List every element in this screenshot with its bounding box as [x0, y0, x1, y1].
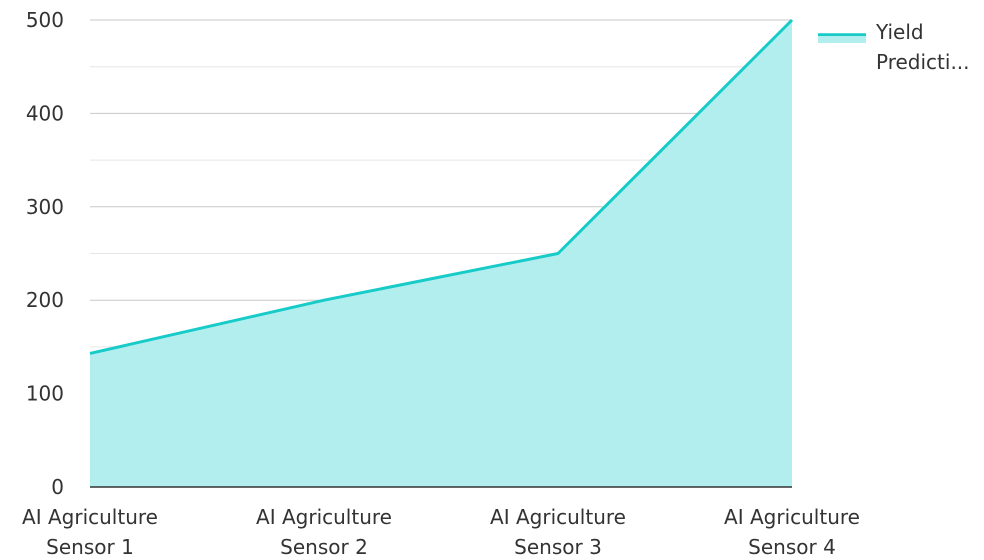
x-category-label: AI Agriculture — [724, 505, 860, 529]
series-line-yield-prediction[interactable] — [89, 18, 794, 355]
data-point[interactable] — [555, 251, 561, 257]
y-tick-label: 0 — [51, 475, 64, 499]
legend[interactable]: Yield Predicti... — [818, 20, 970, 74]
x-category-label: AI Agriculture — [22, 505, 158, 529]
legend-swatch-fill — [818, 36, 866, 43]
x-category-label: Sensor 2 — [280, 535, 368, 559]
series-area-layer — [90, 20, 792, 487]
y-tick-label: 200 — [26, 288, 64, 312]
y-tick-label: 500 — [26, 8, 64, 32]
data-point[interactable] — [321, 297, 327, 303]
y-axis-tick-labels: 0 100 200 300 400 500 — [26, 8, 64, 499]
y-tick-label: 400 — [26, 101, 64, 125]
x-axis-category-labels: AI Agriculture Sensor 1 AI Agriculture Sens… — [22, 505, 860, 559]
y-tick-label: 300 — [26, 195, 64, 219]
data-point[interactable] — [87, 350, 93, 356]
x-category-label: Sensor 1 — [46, 535, 134, 559]
legend-label: Predicti... — [876, 50, 970, 74]
x-category-label: AI Agriculture — [256, 505, 392, 529]
x-category-label: AI Agriculture — [490, 505, 626, 529]
x-category-label: Sensor 4 — [748, 535, 836, 559]
y-tick-label: 100 — [26, 382, 64, 406]
legend-label: Yield — [875, 20, 924, 44]
data-point[interactable] — [789, 17, 795, 23]
series-area-yield-prediction — [90, 20, 792, 487]
series-line-layer — [87, 17, 795, 356]
x-category-label: Sensor 3 — [514, 535, 602, 559]
